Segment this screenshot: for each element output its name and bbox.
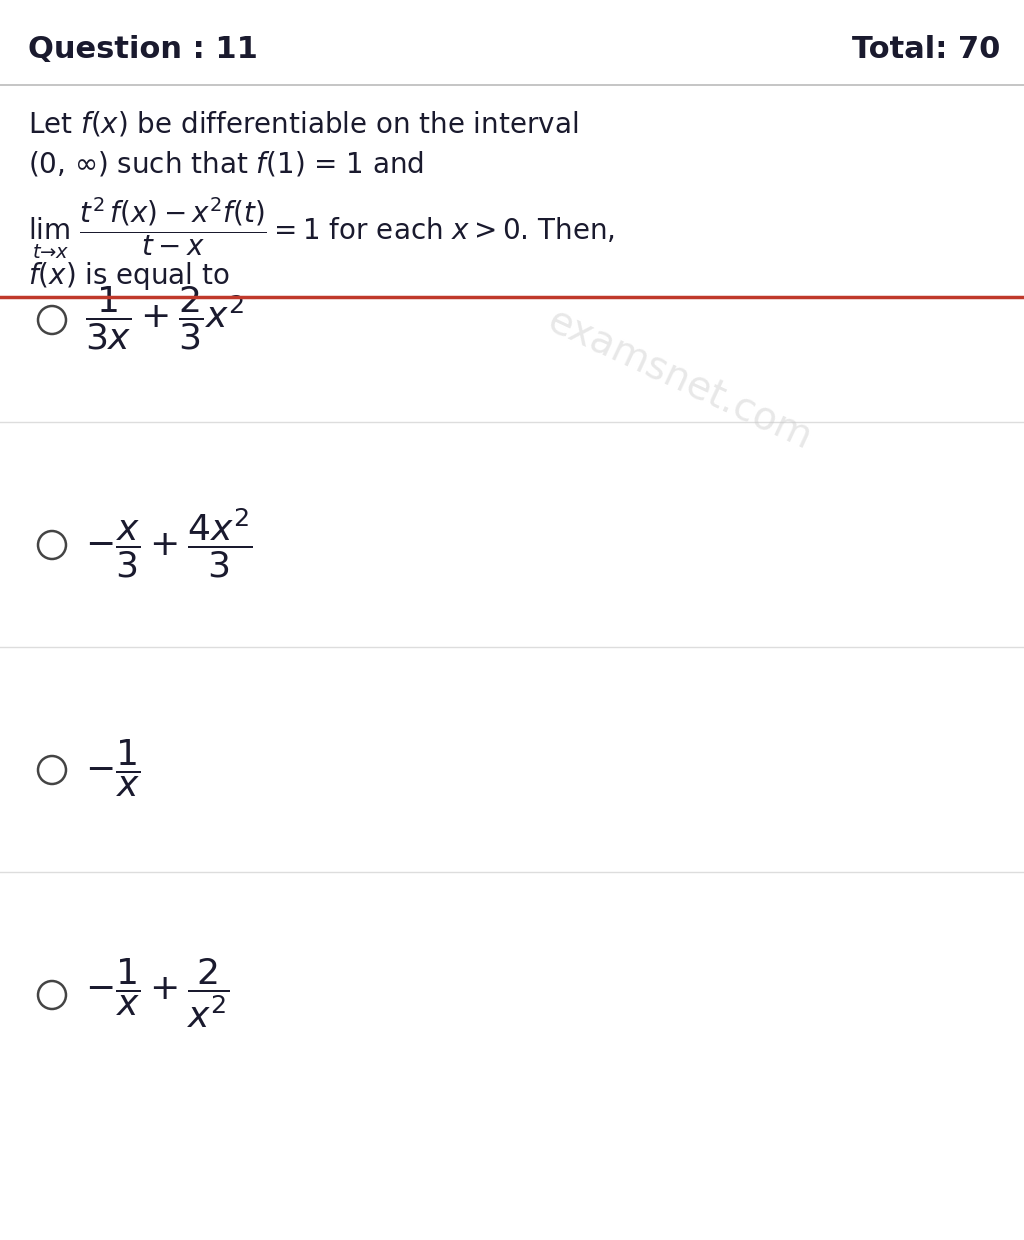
Text: Total: 70: Total: 70 <box>852 35 1000 64</box>
Text: $-\dfrac{1}{x}$: $-\dfrac{1}{x}$ <box>85 738 140 799</box>
Text: examsnet.com: examsnet.com <box>542 303 818 458</box>
Text: Question : 11: Question : 11 <box>28 35 258 64</box>
Text: $\dfrac{1}{3x} + \dfrac{2}{3}x^2$: $\dfrac{1}{3x} + \dfrac{2}{3}x^2$ <box>85 284 245 352</box>
FancyBboxPatch shape <box>0 10 1024 86</box>
Text: $-\dfrac{x}{3} + \dfrac{4x^2}{3}$: $-\dfrac{x}{3} + \dfrac{4x^2}{3}$ <box>85 506 252 580</box>
Text: $\lim_{t \to x}\ \dfrac{t^2f(x) - x^2f(t)}{t - x} = 1$ for each $x > 0$. Then,: $\lim_{t \to x}\ \dfrac{t^2f(x) - x^2f(t… <box>28 195 614 260</box>
Text: Let $f$($x$) be differentiable on the interval: Let $f$($x$) be differentiable on the in… <box>28 110 579 139</box>
Text: $-\dfrac{1}{x} + \dfrac{2}{x^2}$: $-\dfrac{1}{x} + \dfrac{2}{x^2}$ <box>85 956 229 1029</box>
Text: (0, $\infty$) such that $f$(1) = 1 and: (0, $\infty$) such that $f$(1) = 1 and <box>28 150 424 179</box>
Text: $f(x)$ is equal to: $f(x)$ is equal to <box>28 260 229 291</box>
